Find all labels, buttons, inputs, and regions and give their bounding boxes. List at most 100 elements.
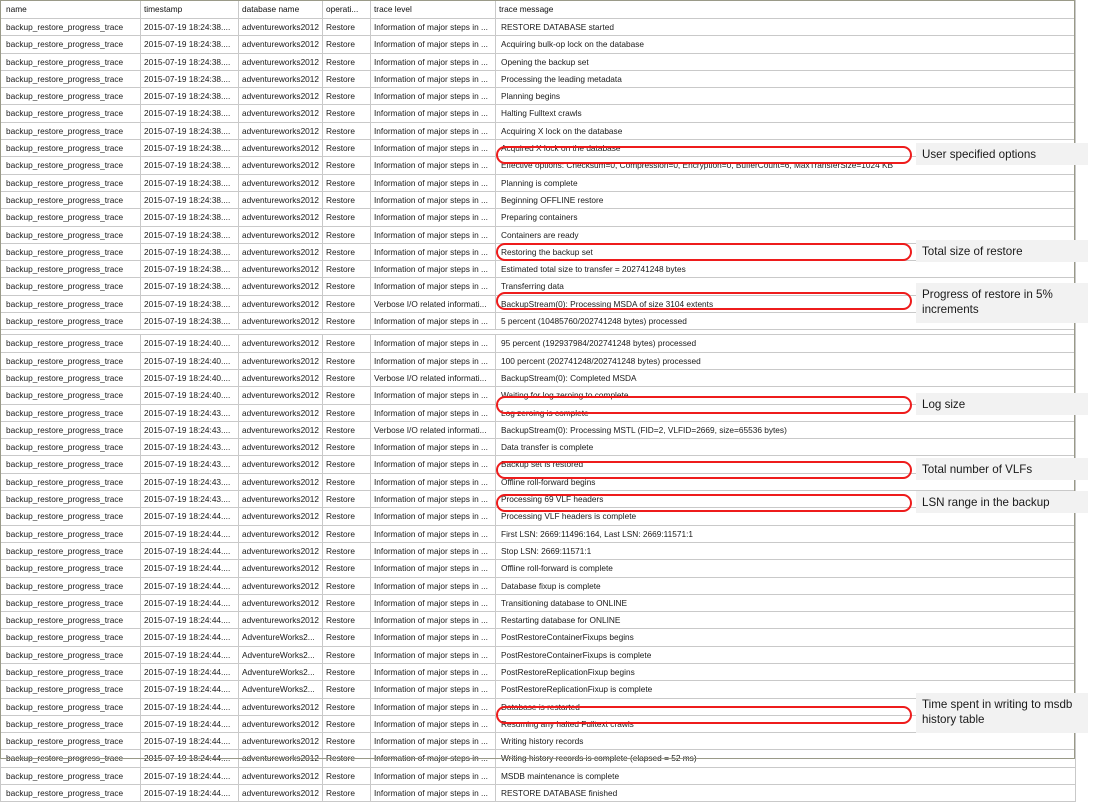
table-row[interactable]: backup_restore_progress_trace 2015-07-19 … xyxy=(0,69,1076,89)
table-row[interactable]: backup_restore_progress_trace 2015-07-19 … xyxy=(0,559,1076,578)
cell-timestamp: 2015-07-19 18:24:44.... xyxy=(140,662,239,682)
table-row[interactable]: backup_restore_progress_trace 2015-07-19 … xyxy=(0,386,1076,405)
cell-timestamp: 2015-07-19 18:24:38.... xyxy=(140,87,239,106)
table-row[interactable]: backup_restore_progress_trace 2015-07-19 … xyxy=(0,35,1076,54)
cell-operation: Restore xyxy=(322,766,371,786)
cell-trace-message: Acquiring X lock on the database xyxy=(495,121,1076,141)
table-row[interactable]: backup_restore_progress_trace 2015-07-19 … xyxy=(0,576,1076,595)
cell-timestamp: 2015-07-19 18:24:43.... xyxy=(140,472,239,492)
cell-trace-level: Information of major steps in ... xyxy=(370,87,496,106)
table-row[interactable]: backup_restore_progress_trace 2015-07-19 … xyxy=(0,190,1076,210)
cell-operation: Restore xyxy=(322,52,371,71)
cell-name: backup_restore_progress_trace xyxy=(0,208,141,227)
cell-name: backup_restore_progress_trace xyxy=(0,524,141,543)
cell-trace-level: Information of major steps in ... xyxy=(370,645,496,664)
table-row[interactable]: backup_restore_progress_trace 2015-07-19 … xyxy=(0,524,1076,543)
cell-trace-level: Information of major steps in ... xyxy=(370,17,496,37)
table-row[interactable]: backup_restore_progress_trace 2015-07-19 … xyxy=(0,662,1076,682)
cell-operation: Restore xyxy=(322,403,371,422)
table-header: name timestamp database name operati... … xyxy=(0,0,1076,19)
table-row[interactable]: backup_restore_progress_trace 2015-07-19 … xyxy=(0,628,1076,647)
table-row[interactable]: backup_restore_progress_trace 2015-07-19 … xyxy=(0,593,1076,613)
column-header-trace-message[interactable]: trace message xyxy=(495,0,1076,19)
table-row[interactable]: backup_restore_progress_trace 2015-07-19 … xyxy=(0,697,1076,716)
table-row[interactable]: backup_restore_progress_trace 2015-07-19 … xyxy=(0,507,1076,526)
cell-database-name: adventureworks2012 xyxy=(238,784,323,802)
cell-operation: Restore xyxy=(322,662,371,682)
table-row[interactable]: backup_restore_progress_trace 2015-07-19 … xyxy=(0,173,1076,192)
table-row[interactable]: backup_restore_progress_trace 2015-07-19 … xyxy=(0,17,1076,37)
cell-operation: Restore xyxy=(322,593,371,613)
column-header-trace-level[interactable]: trace level xyxy=(370,0,496,19)
table-row[interactable]: backup_restore_progress_trace 2015-07-19 … xyxy=(0,334,1076,353)
cell-timestamp: 2015-07-19 18:24:38.... xyxy=(140,139,239,158)
column-header-operation[interactable]: operati... xyxy=(322,0,371,19)
cell-operation: Restore xyxy=(322,104,371,123)
table-row[interactable]: backup_restore_progress_trace 2015-07-19 … xyxy=(0,104,1076,123)
cell-operation: Restore xyxy=(322,87,371,106)
cell-database-name: adventureworks2012 xyxy=(238,368,323,388)
table-row[interactable]: backup_restore_progress_trace 2015-07-19 … xyxy=(0,541,1076,561)
cell-operation: Restore xyxy=(322,611,371,630)
cell-name: backup_restore_progress_trace xyxy=(0,139,141,158)
table-row[interactable]: backup_restore_progress_trace 2015-07-19 … xyxy=(0,611,1076,630)
table-row[interactable]: backup_restore_progress_trace 2015-07-19 … xyxy=(0,420,1076,440)
table-row[interactable]: backup_restore_progress_trace 2015-07-19 … xyxy=(0,472,1076,492)
table-row[interactable]: backup_restore_progress_trace 2015-07-19 … xyxy=(0,277,1076,296)
cell-name: backup_restore_progress_trace xyxy=(0,277,141,296)
table-row[interactable]: backup_restore_progress_trace 2015-07-19 … xyxy=(0,368,1076,388)
cell-database-name: adventureworks2012 xyxy=(238,52,323,71)
table-row[interactable]: backup_restore_progress_trace 2015-07-19 … xyxy=(0,225,1076,244)
table-row[interactable]: backup_restore_progress_trace 2015-07-19 … xyxy=(0,714,1076,734)
column-header-timestamp[interactable]: timestamp xyxy=(140,0,239,19)
cell-trace-message: Beginning OFFLINE restore xyxy=(495,190,1076,210)
cell-database-name: adventureworks2012 xyxy=(238,732,323,751)
column-header-name[interactable]: name xyxy=(0,0,141,19)
cell-timestamp: 2015-07-19 18:24:40.... xyxy=(140,351,239,370)
table-row[interactable]: backup_restore_progress_trace 2015-07-19 … xyxy=(0,260,1076,279)
cell-trace-message: Acquiring bulk-op lock on the database xyxy=(495,35,1076,54)
cell-trace-message: Planning is complete xyxy=(495,173,1076,192)
table-row[interactable]: backup_restore_progress_trace 2015-07-19 … xyxy=(0,766,1076,786)
table-row[interactable]: backup_restore_progress_trace 2015-07-19 … xyxy=(0,680,1076,699)
table-row[interactable]: backup_restore_progress_trace 2015-07-19 … xyxy=(0,490,1076,509)
cell-database-name: adventureworks2012 xyxy=(238,35,323,54)
cell-database-name: adventureworks2012 xyxy=(238,104,323,123)
cell-name: backup_restore_progress_trace xyxy=(0,173,141,192)
table-row[interactable]: backup_restore_progress_trace 2015-07-19 … xyxy=(0,52,1076,71)
cell-trace-level: Information of major steps in ... xyxy=(370,351,496,370)
table-row[interactable]: backup_restore_progress_trace 2015-07-19 … xyxy=(0,121,1076,141)
table-row[interactable]: backup_restore_progress_trace 2015-07-19 … xyxy=(0,242,1076,262)
table-row[interactable]: backup_restore_progress_trace 2015-07-19 … xyxy=(0,732,1076,751)
cell-timestamp: 2015-07-19 18:24:43.... xyxy=(140,490,239,509)
table-row[interactable]: backup_restore_progress_trace 2015-07-19 … xyxy=(0,784,1076,802)
table-row[interactable]: backup_restore_progress_trace 2015-07-19 … xyxy=(0,438,1076,457)
column-header-database-name[interactable]: database name xyxy=(238,0,323,19)
cell-name: backup_restore_progress_trace xyxy=(0,35,141,54)
table-row[interactable]: backup_restore_progress_trace 2015-07-19 … xyxy=(0,403,1076,422)
table-row[interactable]: backup_restore_progress_trace 2015-07-19 … xyxy=(0,455,1076,474)
cell-timestamp: 2015-07-19 18:24:38.... xyxy=(140,69,239,89)
cell-trace-message: Offline roll-forward is complete xyxy=(495,559,1076,578)
cell-trace-level: Information of major steps in ... xyxy=(370,225,496,244)
cell-trace-level: Information of major steps in ... xyxy=(370,541,496,561)
cell-timestamp: 2015-07-19 18:24:44.... xyxy=(140,645,239,664)
cell-name: backup_restore_progress_trace xyxy=(0,732,141,751)
cell-trace-message: Estimated total size to transfer = 20274… xyxy=(495,260,1076,279)
table-row[interactable]: backup_restore_progress_trace 2015-07-19 … xyxy=(0,208,1076,227)
cell-trace-level: Information of major steps in ... xyxy=(370,242,496,262)
cell-operation: Restore xyxy=(322,490,371,509)
table-row[interactable]: backup_restore_progress_trace 2015-07-19 … xyxy=(0,156,1076,175)
table-row[interactable]: backup_restore_progress_trace 2015-07-19 … xyxy=(0,645,1076,664)
table-row[interactable]: backup_restore_progress_trace 2015-07-19 … xyxy=(0,312,1076,331)
cell-name: backup_restore_progress_trace xyxy=(0,680,141,699)
table-row[interactable]: backup_restore_progress_trace 2015-07-19 … xyxy=(0,87,1076,106)
cell-timestamp: 2015-07-19 18:24:44.... xyxy=(140,524,239,543)
cell-operation: Restore xyxy=(322,17,371,37)
cell-database-name: adventureworks2012 xyxy=(238,507,323,526)
cell-database-name: adventureworks2012 xyxy=(238,69,323,89)
table-row[interactable]: backup_restore_progress_trace 2015-07-19 … xyxy=(0,294,1076,314)
table-row[interactable]: backup_restore_progress_trace 2015-07-19 … xyxy=(0,351,1076,370)
cell-database-name: AdventureWorks2... xyxy=(238,662,323,682)
table-row[interactable]: backup_restore_progress_trace 2015-07-19 … xyxy=(0,139,1076,158)
